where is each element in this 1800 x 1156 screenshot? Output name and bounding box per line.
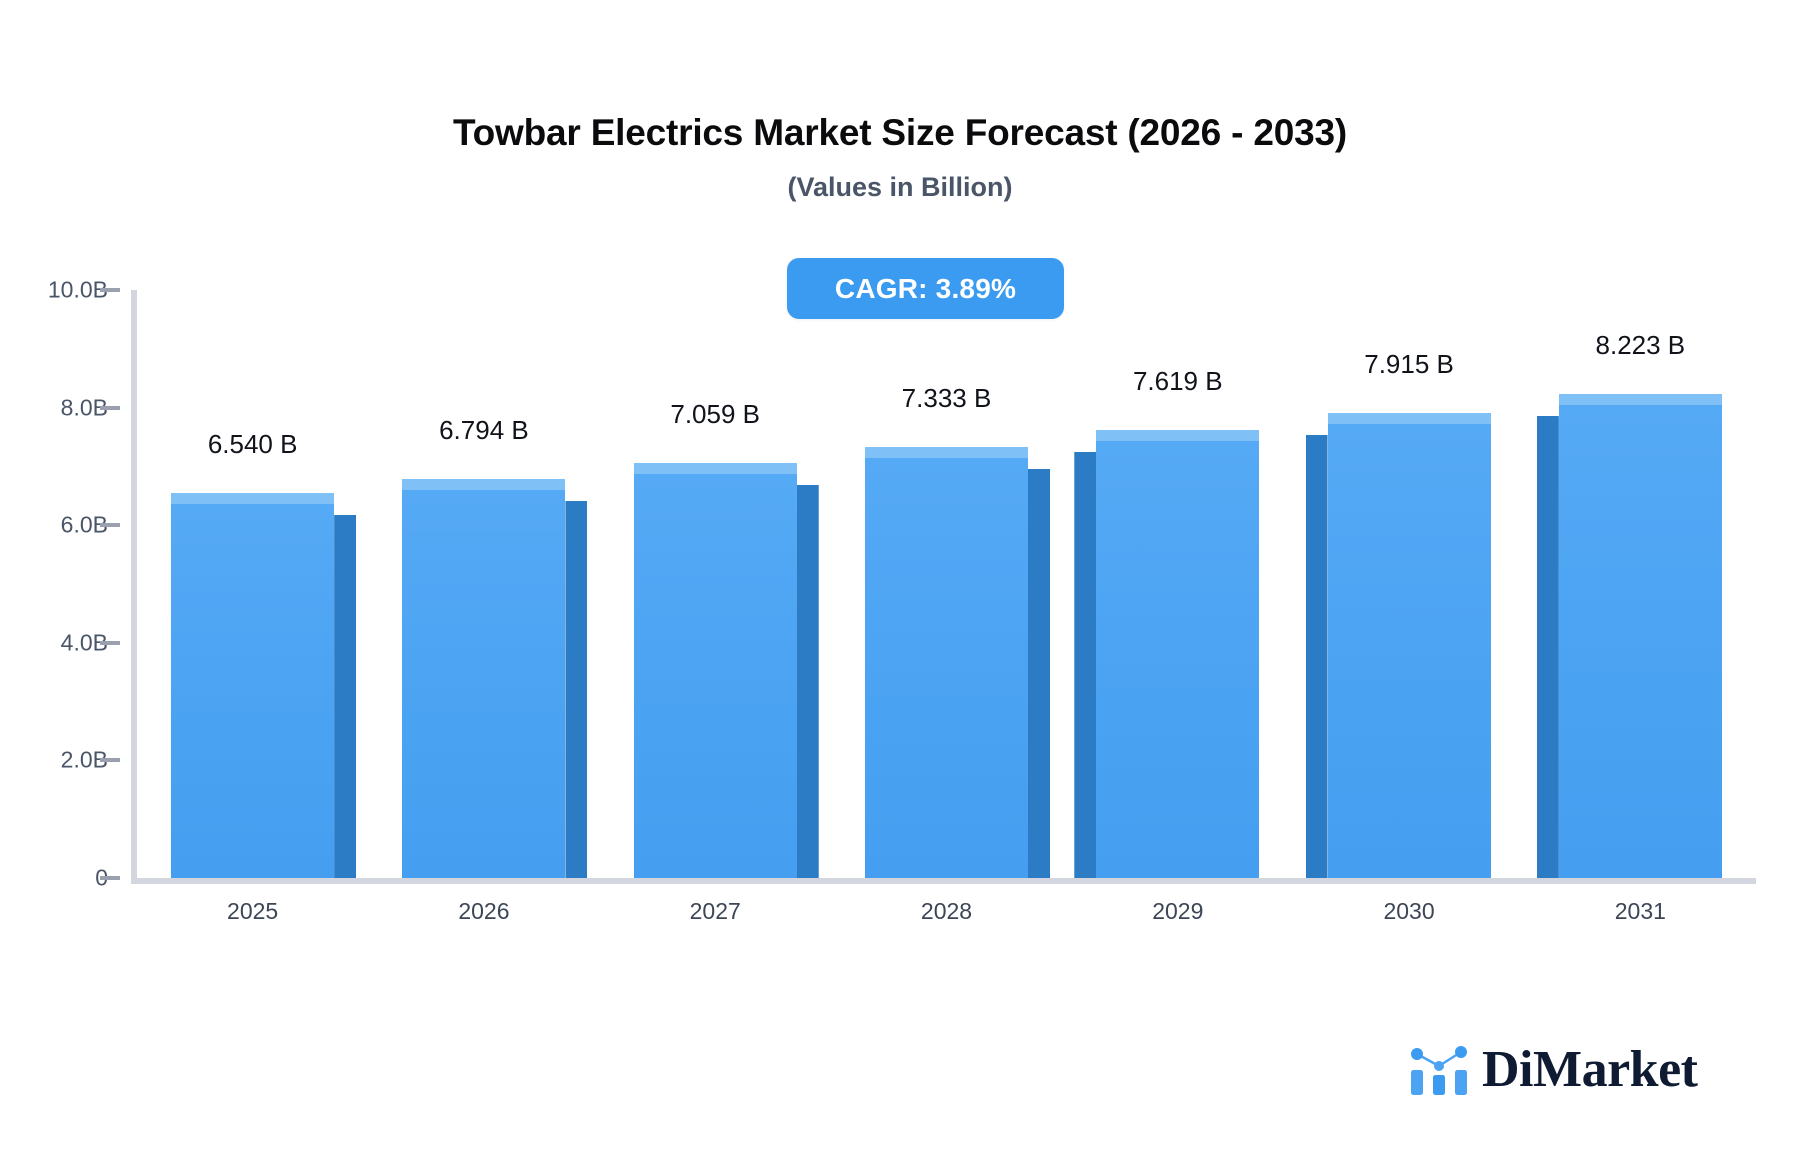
bar-2031[interactable] [1536,394,1722,878]
bar-2028[interactable] [865,446,1050,878]
x-tick-label: 2029 [1152,898,1204,924]
bar-top-face [1558,394,1722,406]
bar-2025[interactable] [171,493,357,878]
bar-value-label: 7.915 B [1364,348,1454,379]
bar-top-face [865,446,1028,458]
y-axis-line [131,290,137,883]
bar-front-face [1558,394,1722,878]
bar-top-face [1096,430,1260,441]
bar-value-label: 7.619 B [1132,366,1223,396]
y-tick-mark [100,288,120,292]
bar-side-face [334,515,357,878]
bar-front-face [633,462,797,878]
cagr-badge-label: CAGR: 3.89% [834,272,1017,304]
y-tick-mark [100,640,120,645]
bar-front-face [1096,430,1260,878]
bar-value-label: 6.540 B [207,429,298,460]
bar-side-face [565,500,588,878]
bar-top-face [171,493,335,505]
bar-side-face [1028,468,1050,878]
y-tick-label: 2.0B [60,746,108,773]
x-axis-line [131,878,1756,884]
x-tick-label: 2026 [458,898,510,924]
page-title: Towbar Electrics Market Size Forecast (2… [453,112,1347,153]
bar-value-label: 6.794 B [439,414,529,445]
y-tick-mark [100,876,120,880]
bar-top-face [1327,412,1491,424]
x-tick-label: 2030 [1383,898,1435,924]
bar-top-face [633,462,797,474]
bar-value-label: 7.333 B [901,382,992,413]
brand-logo: DiMarket [1408,1041,1698,1098]
y-tick-mark [100,405,120,410]
bar-front-face [402,478,566,878]
bar-front-face [865,446,1028,878]
bar-front-face [1327,412,1491,878]
y-tick-label: 4.0B [60,629,108,656]
y-tick-label: 0 [0,865,108,892]
bar-chart-dots-icon [1411,1046,1467,1095]
y-tick-mark [100,523,120,528]
brand-logo-text: DiMarket [1482,1041,1698,1098]
x-tick-label: 2027 [689,898,741,924]
y-tick-label: 8.0B [60,394,108,421]
bar-side-face [1074,452,1097,878]
bar-value-label: 7.059 B [670,398,761,429]
bar-front-face [171,493,335,878]
page-subtitle: (Values in Billion) [787,172,1013,202]
bar-value-label: 8.223 B [1595,330,1686,361]
bar-side-face [1305,434,1328,878]
x-tick-label: 2031 [1614,898,1666,924]
bar-side-face [796,484,819,878]
x-tick-label: 2028 [920,898,973,924]
y-tick-mark [100,758,120,763]
y-tick-label: 6.0B [60,511,108,538]
cagr-badge: CAGR: 3.89% [787,258,1064,319]
bar-side-face [1536,416,1559,878]
bar-2026[interactable] [402,478,588,878]
bar-top-face [402,478,566,490]
bar-2030[interactable] [1305,412,1491,878]
x-tick-label: 2025 [227,898,279,924]
bar-2029[interactable] [1074,430,1260,878]
bar-2027[interactable] [633,462,819,878]
y-tick-label: 10.0B [47,276,108,303]
